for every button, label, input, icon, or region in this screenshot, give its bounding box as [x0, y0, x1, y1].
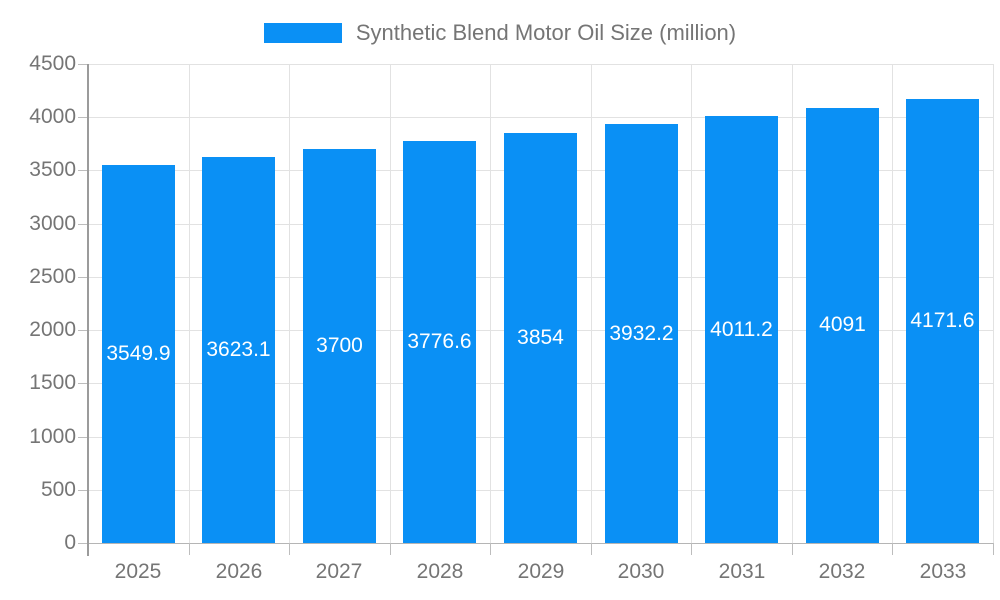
y-tick-label: 4500 — [29, 52, 76, 75]
y-tick-label: 3000 — [29, 212, 76, 235]
x-tick — [289, 543, 290, 555]
bar-value-label: 3549.9 — [106, 342, 171, 365]
x-tick — [691, 543, 692, 555]
y-tick-label: 2000 — [29, 318, 76, 341]
x-gridline — [691, 64, 692, 543]
y-tick — [78, 490, 88, 491]
x-tick-label: 2029 — [517, 560, 565, 583]
x-tick — [993, 543, 994, 555]
y-gridline — [88, 117, 993, 118]
bar-value-label: 3776.6 — [407, 330, 472, 353]
x-gridline — [892, 64, 893, 543]
x-gridline — [289, 64, 290, 543]
y-tick — [78, 170, 88, 171]
bar[interactable] — [403, 141, 476, 543]
legend-label: Synthetic Blend Motor Oil Size (million) — [355, 20, 737, 45]
x-gridline — [490, 64, 491, 543]
x-gridline — [591, 64, 592, 543]
bar-value-label: 3623.1 — [206, 338, 271, 361]
bar[interactable] — [605, 124, 678, 543]
legend-swatch — [263, 23, 342, 43]
bar-value-label: 4171.6 — [910, 309, 975, 332]
x-tick-label: 2031 — [718, 560, 766, 583]
x-gridline — [792, 64, 793, 543]
bar-value-label: 3932.2 — [609, 322, 674, 345]
y-tick-label: 1000 — [29, 425, 76, 448]
y-tick-label: 1500 — [29, 371, 76, 394]
bar[interactable] — [705, 116, 778, 543]
x-tick — [892, 543, 893, 555]
bar-value-label: 3854 — [517, 326, 564, 349]
x-tick — [490, 543, 491, 555]
y-tick — [78, 64, 88, 65]
bar[interactable] — [906, 99, 979, 543]
x-gridline — [993, 64, 994, 543]
x-tick-label: 2026 — [215, 560, 263, 583]
bar-value-label: 4011.2 — [710, 318, 773, 341]
y-tick — [78, 543, 88, 544]
bar[interactable] — [202, 157, 275, 543]
y-gridline — [88, 64, 993, 65]
y-tick — [78, 437, 88, 438]
bar[interactable] — [806, 108, 879, 543]
x-gridline — [189, 64, 190, 543]
y-tick-label: 500 — [40, 478, 76, 501]
bar[interactable] — [504, 133, 577, 543]
y-tick — [78, 224, 88, 225]
x-tick — [189, 543, 190, 555]
x-tick-label: 2032 — [818, 560, 866, 583]
x-gridline — [390, 64, 391, 543]
bar-value-label: 3700 — [316, 334, 363, 357]
x-tick-label: 2027 — [315, 560, 363, 583]
x-tick — [390, 543, 391, 555]
y-axis-line — [87, 64, 89, 556]
y-tick-label: 0 — [64, 531, 76, 554]
bar[interactable] — [102, 165, 175, 543]
bar-value-label: 4091 — [819, 313, 866, 336]
y-tick-label: 4000 — [29, 105, 76, 128]
y-tick — [78, 117, 88, 118]
y-tick — [78, 330, 88, 331]
y-tick — [78, 277, 88, 278]
x-axis-baseline — [88, 543, 993, 544]
x-tick-label: 2030 — [617, 560, 665, 583]
y-tick-label: 2500 — [29, 265, 76, 288]
y-tick — [78, 383, 88, 384]
legend[interactable]: Synthetic Blend Motor Oil Size (million) — [0, 18, 1000, 48]
x-tick — [591, 543, 592, 555]
y-tick-label: 3500 — [29, 158, 76, 181]
bar[interactable] — [303, 149, 376, 543]
x-tick-label: 2025 — [114, 560, 162, 583]
x-tick-label: 2033 — [919, 560, 967, 583]
x-tick — [792, 543, 793, 555]
x-tick-label: 2028 — [416, 560, 464, 583]
